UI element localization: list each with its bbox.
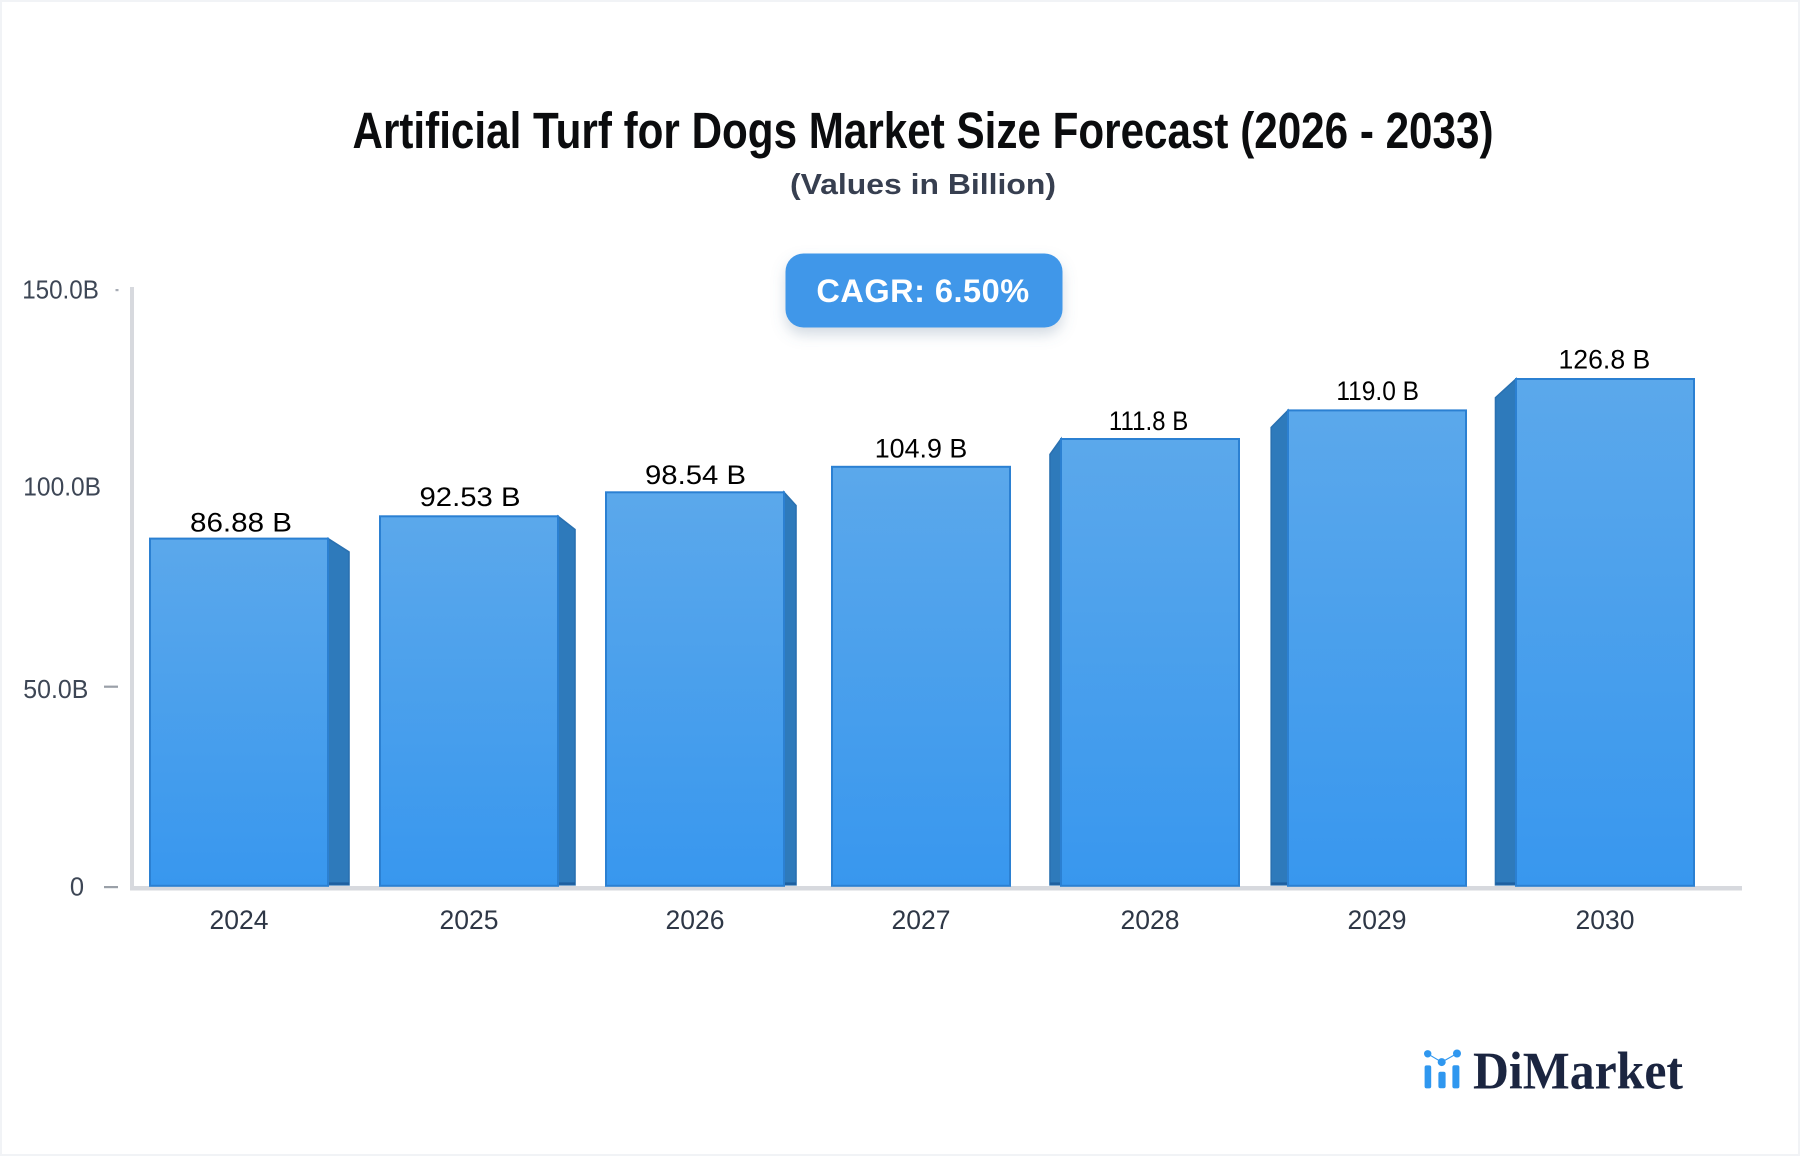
svg-text:150.0B: 150.0B <box>22 276 99 304</box>
svg-text:2028: 2028 <box>1121 905 1180 935</box>
svg-text:2029: 2029 <box>1348 905 1407 935</box>
svg-text:0: 0 <box>70 874 84 902</box>
svg-text:100.0B: 100.0B <box>23 474 101 502</box>
svg-text:104.9 B: 104.9 B <box>875 434 968 464</box>
svg-text:126.8 B: 126.8 B <box>1559 345 1651 375</box>
svg-text:2030: 2030 <box>1576 905 1635 935</box>
svg-text:Artificial Turf for Dogs Marke: Artificial Turf for Dogs Market Size For… <box>353 102 1494 159</box>
svg-text:111.8 B: 111.8 B <box>1109 406 1188 436</box>
svg-text:119.0 B: 119.0 B <box>1336 376 1419 406</box>
svg-text:2027: 2027 <box>892 905 951 935</box>
svg-text:50.0B: 50.0B <box>23 676 88 704</box>
svg-text:98.54 B: 98.54 B <box>645 460 746 490</box>
svg-text:(Values in Billion): (Values in Billion) <box>790 169 1056 201</box>
svg-text:2024: 2024 <box>210 905 269 935</box>
svg-text:92.53 B: 92.53 B <box>420 482 521 512</box>
svg-text:2026: 2026 <box>666 905 725 935</box>
svg-text:CAGR: 6.50%: CAGR: 6.50% <box>816 273 1029 309</box>
svg-text:DiMarket: DiMarket <box>1473 1042 1683 1100</box>
svg-text:2025: 2025 <box>440 905 499 935</box>
svg-text:86.88 B: 86.88 B <box>190 507 292 537</box>
